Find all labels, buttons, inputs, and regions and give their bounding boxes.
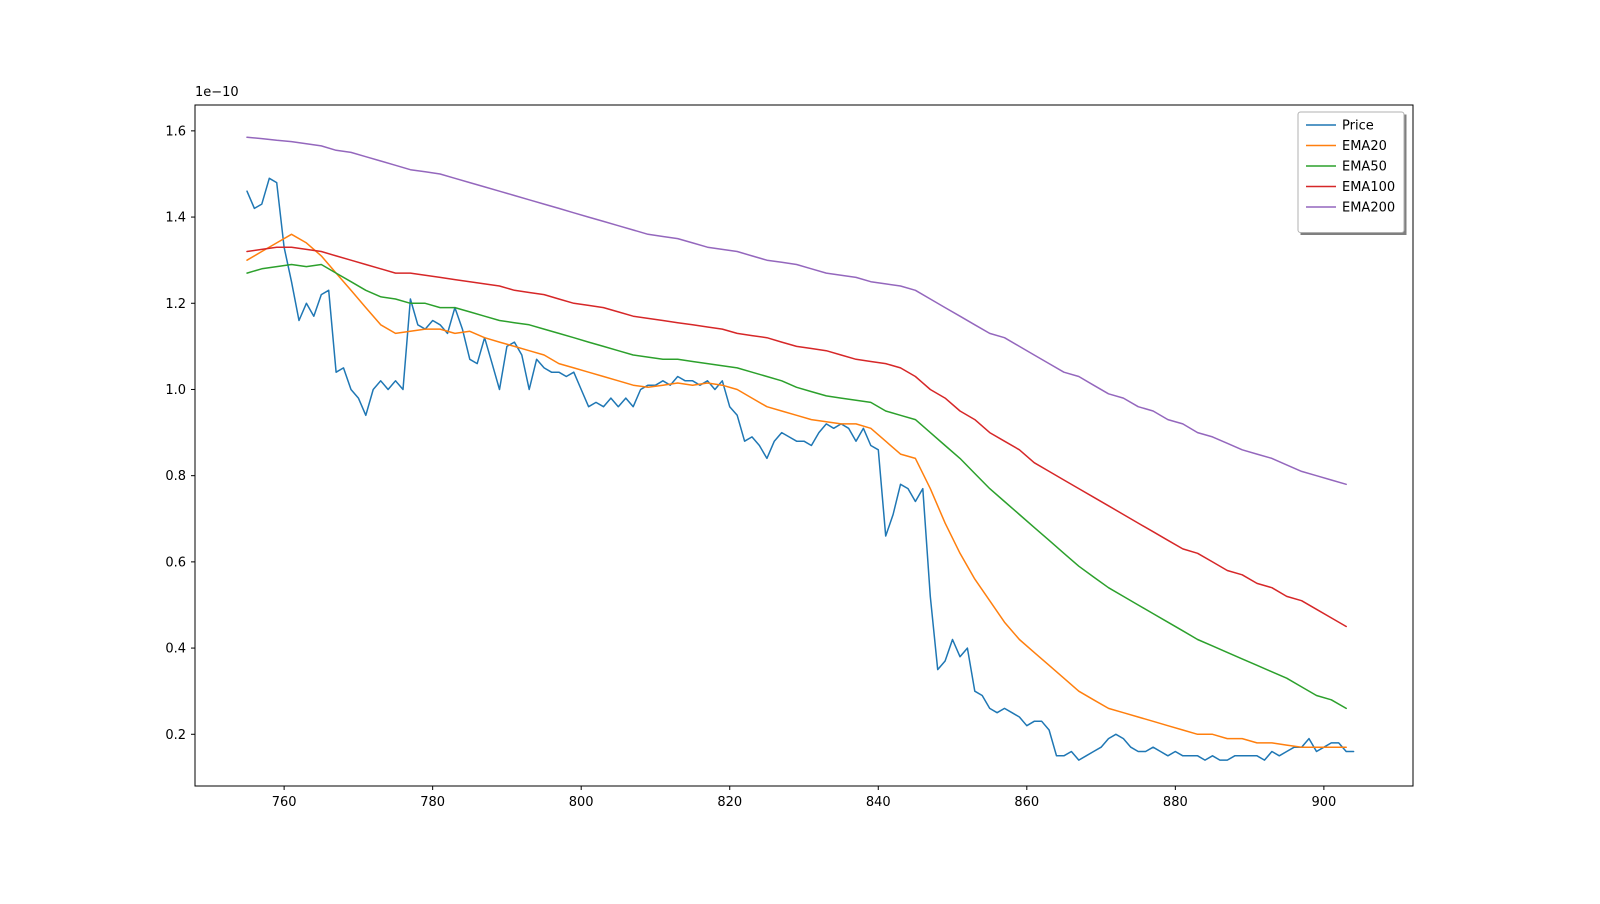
y-axis-offset-text: 1e−10 (195, 85, 239, 100)
legend-label-ema100: EMA100 (1342, 180, 1395, 195)
legend-label-ema20: EMA20 (1342, 139, 1387, 154)
y-tick-label: 1.2 (165, 297, 186, 312)
legend-label-ema200: EMA200 (1342, 201, 1395, 216)
x-tick-label: 820 (717, 795, 742, 810)
x-tick-label: 800 (569, 795, 594, 810)
legend-label-ema50: EMA50 (1342, 160, 1387, 175)
x-tick-label: 780 (420, 795, 445, 810)
series-line-ema100 (246, 246, 1347, 628)
axes-frame (194, 104, 1414, 787)
x-tick-label: 840 (866, 795, 891, 810)
legend-label-price: Price (1342, 119, 1374, 134)
x-tick-label: 880 (1163, 795, 1188, 810)
series-line-ema20 (246, 233, 1347, 748)
x-tick-label: 760 (272, 795, 297, 810)
y-tick-label: 0.2 (165, 728, 186, 743)
x-tick-label: 900 (1311, 795, 1336, 810)
y-tick-label: 0.4 (165, 642, 186, 657)
y-tick-label: 1.0 (165, 383, 186, 398)
series-line-ema200 (246, 136, 1347, 486)
y-tick-label: 1.6 (165, 124, 186, 139)
y-tick-label: 0.8 (165, 469, 186, 484)
legend-box (1297, 111, 1405, 233)
series-line-price (246, 177, 1355, 761)
y-tick-label: 0.6 (165, 555, 186, 570)
x-tick-label: 860 (1014, 795, 1039, 810)
y-tick-label: 1.4 (165, 211, 186, 226)
series-line-ema50 (246, 263, 1347, 710)
